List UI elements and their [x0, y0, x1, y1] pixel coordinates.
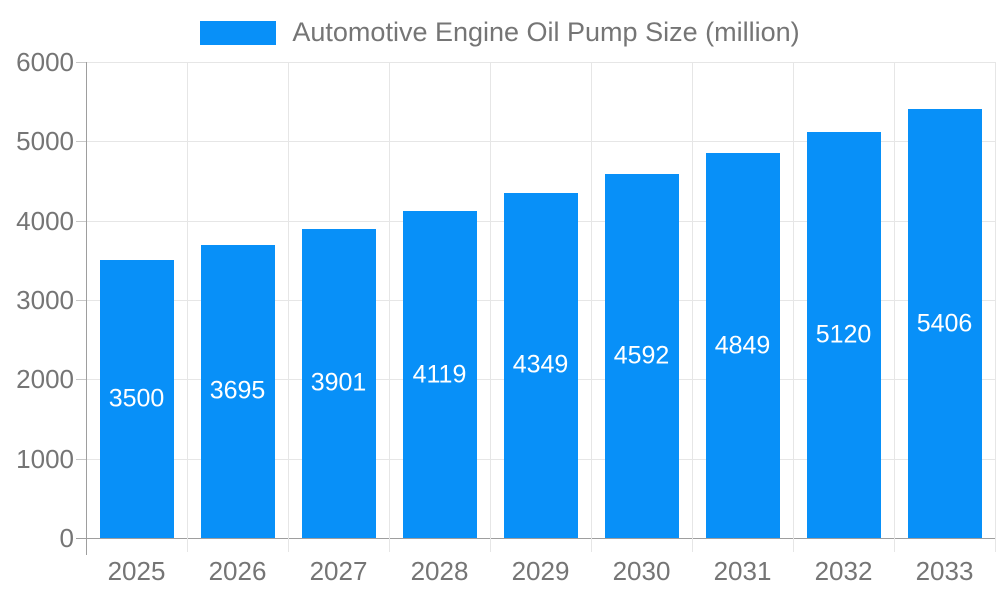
y-axis-tick-label: 0 [59, 523, 74, 553]
bar-value-label: 3500 [108, 384, 165, 413]
x-axis-tick-label: 2029 [511, 556, 570, 586]
bar-2027[interactable]: 3901 [301, 228, 376, 538]
y-axis-tick [76, 538, 86, 539]
v-gridline [894, 62, 895, 552]
y-axis-tick-label: 4000 [16, 205, 74, 236]
y-axis-tick-label: 1000 [16, 443, 74, 474]
bar-2032[interactable]: 5120 [806, 131, 881, 538]
bar-value-label: 5120 [815, 320, 872, 349]
v-gridline [288, 62, 289, 552]
bar-2033[interactable]: 5406 [907, 109, 982, 538]
y-axis-tick-label: 2000 [16, 364, 74, 395]
x-axis-tick-label: 2026 [208, 556, 267, 586]
bar-2028[interactable]: 4119 [402, 211, 477, 538]
bar-2031[interactable]: 4849 [705, 153, 780, 538]
v-gridline [995, 62, 996, 552]
bar-value-label: 4349 [512, 350, 569, 379]
bar-value-label: 4592 [613, 341, 670, 370]
bar-2026[interactable]: 3695 [200, 244, 275, 538]
v-gridline [187, 62, 188, 552]
x-axis-tick-label: 2025 [107, 556, 166, 586]
y-axis-tick [76, 220, 86, 222]
x-axis-line [86, 538, 995, 539]
bar-value-label: 3901 [310, 368, 367, 397]
y-axis-tick [76, 300, 86, 301]
v-gridline [793, 62, 794, 552]
h-gridline [86, 62, 995, 63]
x-axis-tick-label: 2027 [309, 556, 368, 586]
v-gridline [389, 62, 390, 552]
y-axis-tick [76, 141, 86, 143]
bar-2029[interactable]: 4349 [503, 192, 578, 538]
bar-2025[interactable]: 3500 [99, 260, 174, 538]
h-gridline [86, 141, 995, 143]
v-gridline [490, 62, 491, 552]
bar-2030[interactable]: 4592 [604, 173, 679, 538]
y-axis-tick [76, 62, 86, 63]
x-axis-tick-label: 2032 [814, 556, 873, 586]
x-axis-tick-label: 2031 [713, 556, 772, 586]
y-axis-line [86, 62, 87, 555]
x-axis-tick-label: 2030 [612, 556, 671, 586]
y-axis-tick [76, 458, 86, 460]
legend-label: Automotive Engine Oil Pump Size (million… [292, 17, 800, 47]
y-axis-tick-label: 3000 [16, 285, 74, 315]
bar-value-label: 4119 [412, 360, 467, 389]
bar-value-label: 3695 [209, 376, 266, 405]
chart-legend: Automotive Engine Oil Pump Size (million… [0, 17, 1000, 48]
v-gridline [591, 62, 592, 552]
y-axis-tick [76, 379, 86, 381]
bar-value-label: 5406 [916, 309, 973, 338]
legend-swatch [200, 20, 277, 45]
y-axis-tick-label: 5000 [16, 126, 74, 157]
x-axis-tick-label: 2033 [915, 556, 974, 586]
x-axis-tick-label: 2028 [410, 556, 469, 586]
y-axis-tick-label: 6000 [16, 47, 74, 77]
bar-value-label: 4849 [714, 331, 771, 360]
v-gridline [692, 62, 693, 552]
